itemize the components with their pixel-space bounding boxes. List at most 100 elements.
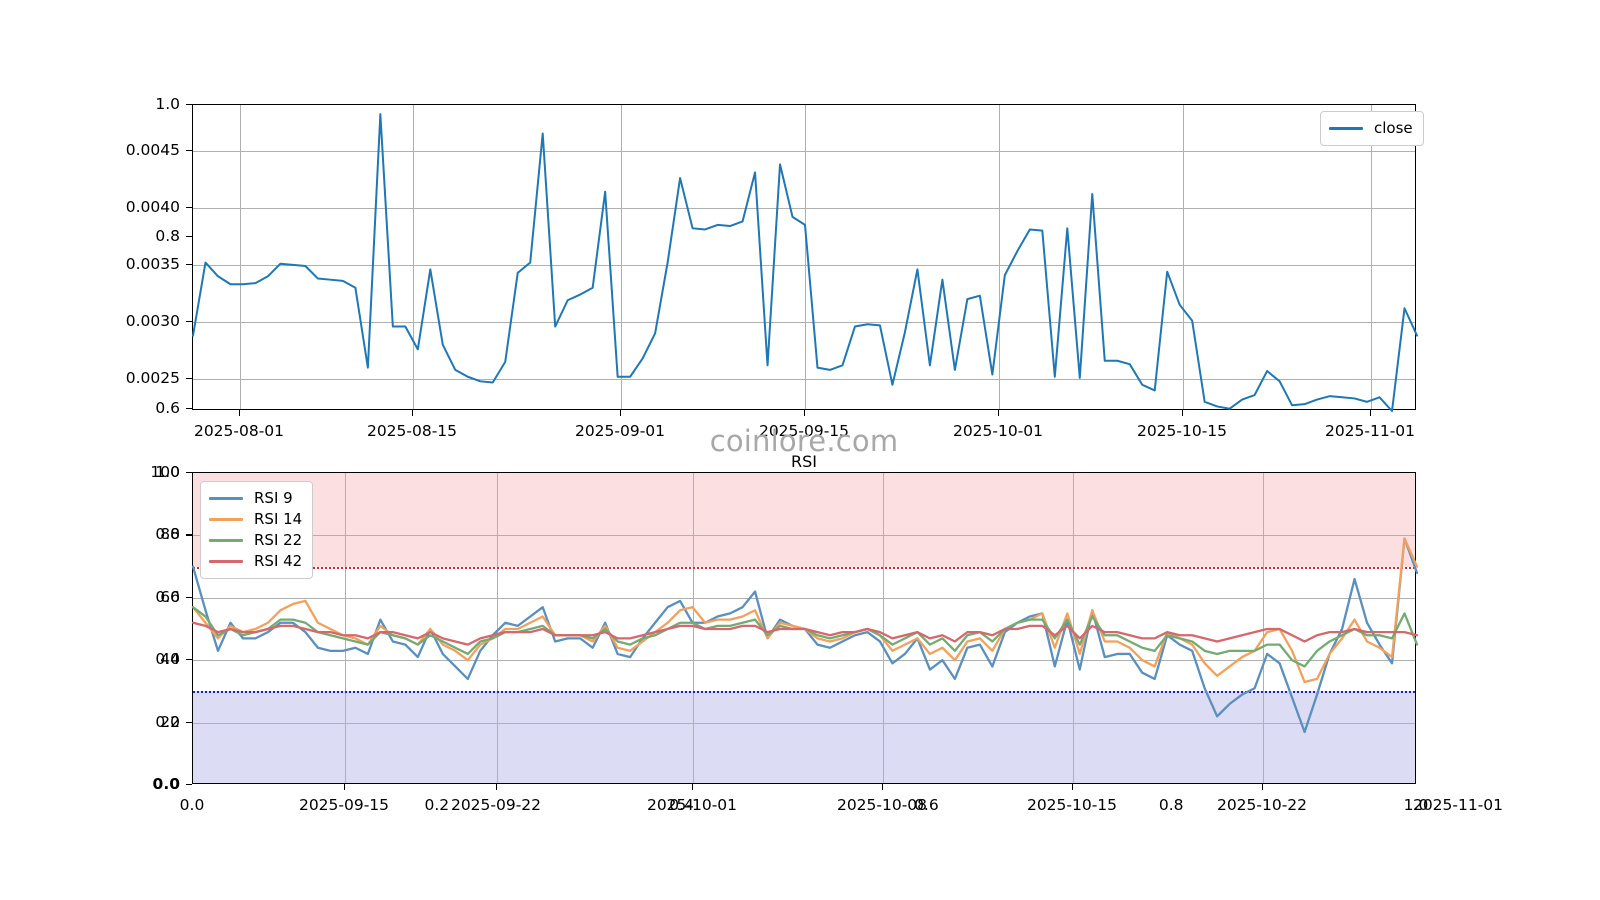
gridline — [345, 473, 346, 783]
x-tick-label: 2025-09-22 — [450, 796, 542, 814]
x-tick-mark — [882, 784, 884, 790]
rsi-series-rsi-14 — [191, 537, 1419, 684]
gridline — [1183, 105, 1184, 409]
x-tick-mark — [1262, 784, 1264, 790]
overbought-band — [193, 473, 1415, 567]
gridline — [621, 105, 622, 409]
legend-label: RSI 9 — [254, 489, 293, 507]
x-tick-label-secondary: 0.6 — [914, 796, 939, 814]
x-tick-mark — [239, 410, 241, 416]
watermark: coinlore.com — [709, 424, 899, 458]
y-tick-label: 0.0045 — [125, 140, 180, 159]
y-tick-mark — [186, 534, 192, 536]
y-tick-mark — [186, 206, 192, 209]
x-tick-label: 2025-09-15 — [298, 796, 390, 814]
legend-color-swatch — [1329, 126, 1363, 131]
y-tick-mark-secondary — [186, 408, 192, 410]
oversold-threshold-line — [193, 691, 1415, 694]
y-tick-mark — [186, 472, 192, 474]
x-tick-label-secondary: 0.0 — [179, 796, 205, 814]
rsi-panel-title: RSI — [791, 452, 817, 471]
y-tick-mark — [186, 149, 192, 151]
y-tick-label-secondary: 0.8 — [155, 227, 180, 245]
x-tick-mark — [998, 410, 1000, 416]
gridline — [193, 722, 1415, 724]
y-tick-label-secondary: 0.4 — [155, 650, 180, 669]
y-tick-label-secondary: 1.0 — [155, 95, 180, 113]
x-tick-mark — [804, 410, 806, 416]
legend-color-swatch — [209, 538, 243, 543]
oversold-band — [193, 691, 1415, 783]
x-tick-mark — [344, 784, 346, 790]
y-tick-label-secondary: 0.8 — [155, 525, 180, 544]
gridline — [497, 473, 498, 783]
gridline — [193, 207, 1415, 209]
y-tick-label: 0.0030 — [125, 311, 180, 330]
x-tick-label-secondary: 0.2 — [424, 796, 450, 814]
legend-item: RSI 14 — [209, 509, 302, 530]
y-tick-label: 80 — [160, 525, 180, 544]
gridline — [193, 660, 1415, 662]
legend-item: close — [1329, 118, 1413, 139]
price-chart-axes — [192, 104, 1418, 412]
y-tick-label: 0 — [170, 775, 180, 793]
gridline — [240, 105, 241, 409]
y-tick-label-secondary: 0.6 — [155, 587, 180, 606]
gridline — [193, 321, 1415, 323]
y-tick-label: 60 — [160, 587, 180, 606]
y-tick-label: 20 — [160, 712, 180, 731]
gridline — [693, 473, 694, 783]
legend-label: RSI 22 — [254, 531, 303, 549]
price-line-series — [192, 113, 1418, 412]
y-tick-label-secondary: 0.0 — [152, 775, 180, 793]
legend-label: RSI 14 — [254, 510, 303, 528]
gridline — [883, 473, 884, 783]
x-tick-label-secondary: 1.0 — [1403, 796, 1429, 814]
x-tick-mark — [1072, 784, 1074, 790]
price-legend[interactable]: close — [1320, 111, 1424, 146]
y-tick-mark — [186, 784, 192, 786]
legend-item: RSI 22 — [209, 530, 302, 551]
gridline — [999, 105, 1000, 409]
x-tick-label: 2025-10-01 — [646, 796, 738, 814]
gridline — [193, 379, 1415, 381]
legend-color-swatch — [209, 559, 243, 564]
rsi-line-series — [191, 537, 1419, 734]
legend-label: RSI 42 — [254, 552, 303, 570]
x-tick-mark — [496, 784, 498, 790]
y-tick-label-secondary: 1.0 — [155, 463, 180, 481]
y-tick-mark — [186, 320, 192, 323]
y-tick-label: 0.0025 — [125, 369, 180, 388]
y-tick-mark — [186, 721, 192, 723]
legend-color-swatch — [209, 496, 243, 501]
x-tick-mark — [1370, 410, 1372, 416]
y-tick-mark — [186, 263, 192, 266]
y-tick-mark-secondary — [186, 236, 192, 238]
y-tick-label-secondary: 0.2 — [155, 712, 180, 731]
y-tick-label: 40 — [160, 650, 180, 669]
y-tick-mark — [186, 378, 192, 380]
gridline — [1371, 105, 1372, 409]
x-tick-label: 2025-09-15 — [758, 422, 850, 440]
y-tick-label-secondary: 0.6 — [155, 399, 180, 417]
x-tick-label: 2025-11-01 — [1324, 422, 1416, 440]
x-tick-label: 2025-10-15 — [1026, 796, 1118, 814]
x-tick-label: 2025-08-01 — [193, 422, 285, 440]
gridline — [193, 150, 1415, 152]
legend-item: RSI 9 — [209, 488, 302, 509]
gridline — [805, 105, 806, 409]
legend-label: close — [1374, 119, 1413, 137]
gridline — [1263, 473, 1264, 783]
overbought-threshold-line — [193, 566, 1415, 569]
legend-color-swatch — [209, 517, 243, 522]
y-tick-label: 100 — [150, 463, 180, 481]
gridline — [193, 535, 1415, 537]
rsi-legend[interactable]: RSI 9 RSI 14 RSI 22 RSI 42 — [200, 481, 314, 579]
y-tick-label: 0.0040 — [125, 197, 180, 216]
x-tick-label: 2025-10-01 — [952, 422, 1044, 440]
gridline — [1073, 473, 1074, 783]
x-tick-label: 2025-10-08 — [836, 796, 928, 814]
x-tick-mark — [1182, 410, 1184, 416]
x-tick-mark — [412, 410, 414, 416]
